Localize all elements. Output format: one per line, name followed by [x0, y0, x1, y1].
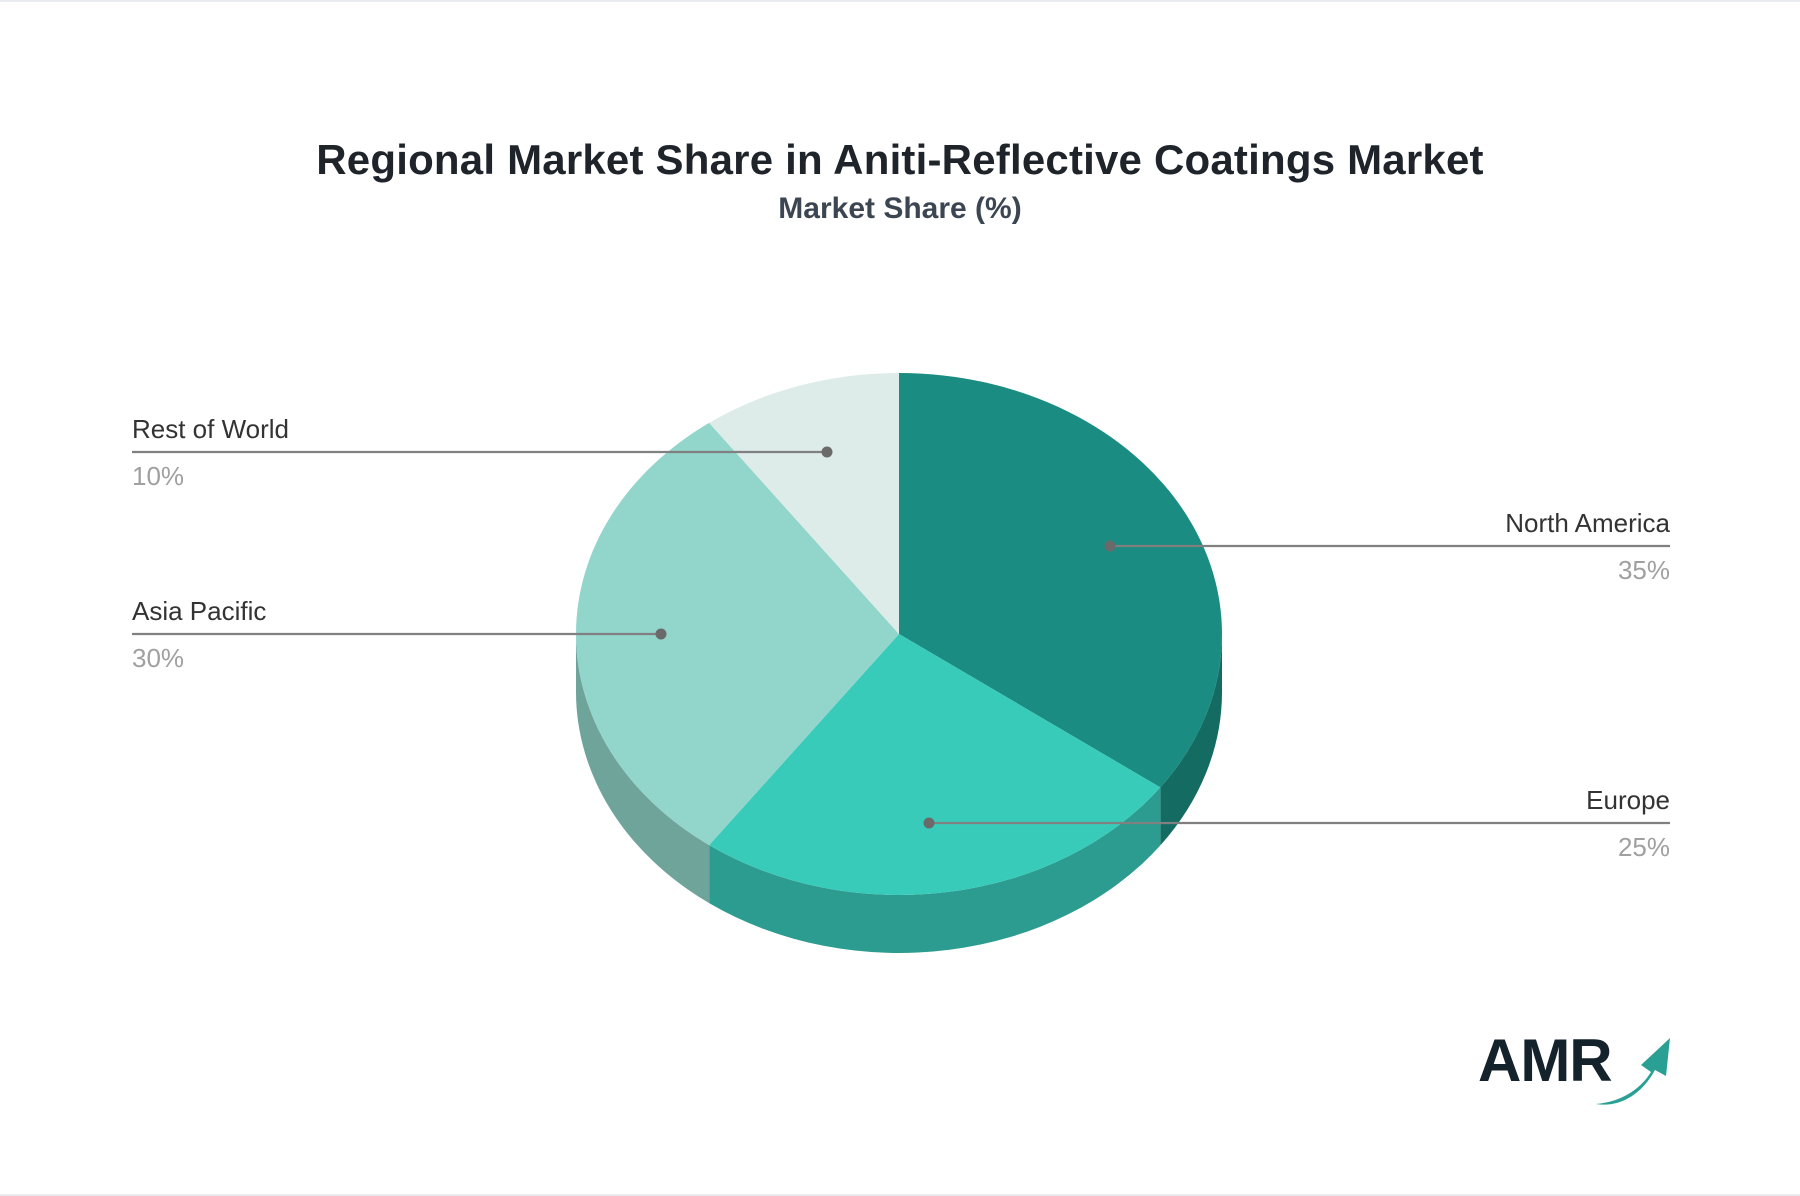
chart-subtitle: Market Share (%) — [778, 192, 1022, 225]
pie-slice-asia-pacific[interactable] — [576, 422, 899, 846]
pie-slice-rest-of-world[interactable] — [709, 373, 899, 634]
leader-dot-europe — [923, 817, 935, 829]
label-rest-of-world-value: 10% — [132, 461, 185, 491]
growth-arrow-icon — [1596, 1038, 1670, 1105]
pie-slice-side-asia-pacific — [576, 634, 710, 904]
leader-dot-rest-of-world — [821, 446, 833, 458]
pie-slice-side-north-america — [1160, 634, 1222, 846]
chart-title: Regional Market Share in Aniti-Reflectiv… — [316, 136, 1484, 183]
top-edge-line — [0, 0, 1800, 2]
label-asia-pacific-value: 30% — [132, 643, 185, 673]
label-rest-of-world-name: Rest of World — [132, 414, 290, 444]
leader-dot-asia-pacific — [655, 628, 667, 640]
pie-slice-north-america[interactable] — [899, 373, 1222, 788]
label-asia-pacific-name: Asia Pacific — [132, 596, 267, 626]
pie-slice-side-europe — [709, 787, 1161, 953]
amr-logo-text: AMR — [1478, 1027, 1613, 1094]
label-north-america-name: North America — [1505, 508, 1670, 538]
label-europe-value: 25% — [1617, 832, 1670, 862]
amr-logo: AMR — [1478, 1027, 1670, 1105]
label-europe-name: Europe — [1586, 785, 1670, 815]
bottom-edge-line — [0, 1194, 1800, 1196]
label-north-america-value: 35% — [1617, 555, 1670, 585]
leader-dot-north-america — [1104, 540, 1116, 552]
pie-slice-europe[interactable] — [709, 634, 1161, 895]
